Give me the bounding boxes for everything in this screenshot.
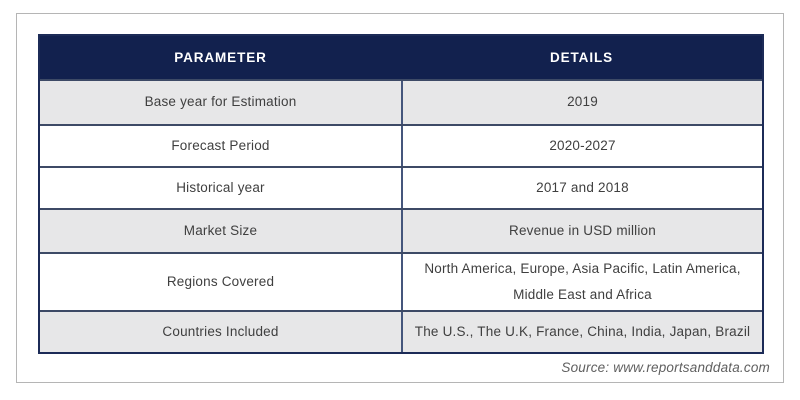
table-row: Historical year 2017 and 2018 bbox=[40, 165, 762, 209]
table-row: Market Size Revenue in USD million bbox=[40, 208, 762, 252]
parameter-cell: Base year for Estimation bbox=[40, 81, 401, 124]
parameter-cell: Historical year bbox=[40, 167, 401, 209]
table-row: Regions Covered North America, Europe, A… bbox=[40, 251, 762, 310]
details-cell: 2019 bbox=[401, 81, 762, 124]
details-cell: The U.S., The U.K, France, China, India,… bbox=[401, 311, 762, 352]
report-scope-table: PARAMETER DETAILS Base year for Estimati… bbox=[38, 34, 764, 354]
details-cell: 2020-2027 bbox=[401, 125, 762, 166]
table-row: Countries Included The U.S., The U.K, Fr… bbox=[40, 309, 762, 352]
parameter-cell: Market Size bbox=[40, 210, 401, 252]
details-cell: Revenue in USD million bbox=[401, 210, 762, 252]
parameter-cell: Forecast Period bbox=[40, 125, 401, 166]
table-row: Base year for Estimation 2019 bbox=[40, 79, 762, 124]
parameter-cell: Regions Covered bbox=[40, 253, 401, 310]
details-cell: North America, Europe, Asia Pacific, Lat… bbox=[401, 253, 762, 310]
parameter-cell: Countries Included bbox=[40, 311, 401, 352]
column-header-parameter: PARAMETER bbox=[40, 36, 401, 80]
content-frame: PARAMETER DETAILS Base year for Estimati… bbox=[16, 13, 784, 383]
table-row: Forecast Period 2020-2027 bbox=[40, 123, 762, 166]
table-header-row: PARAMETER DETAILS bbox=[40, 36, 762, 80]
source-attribution: Source: www.reportsanddata.com bbox=[561, 360, 770, 375]
column-header-details: DETAILS bbox=[401, 36, 762, 80]
details-cell: 2017 and 2018 bbox=[401, 167, 762, 209]
